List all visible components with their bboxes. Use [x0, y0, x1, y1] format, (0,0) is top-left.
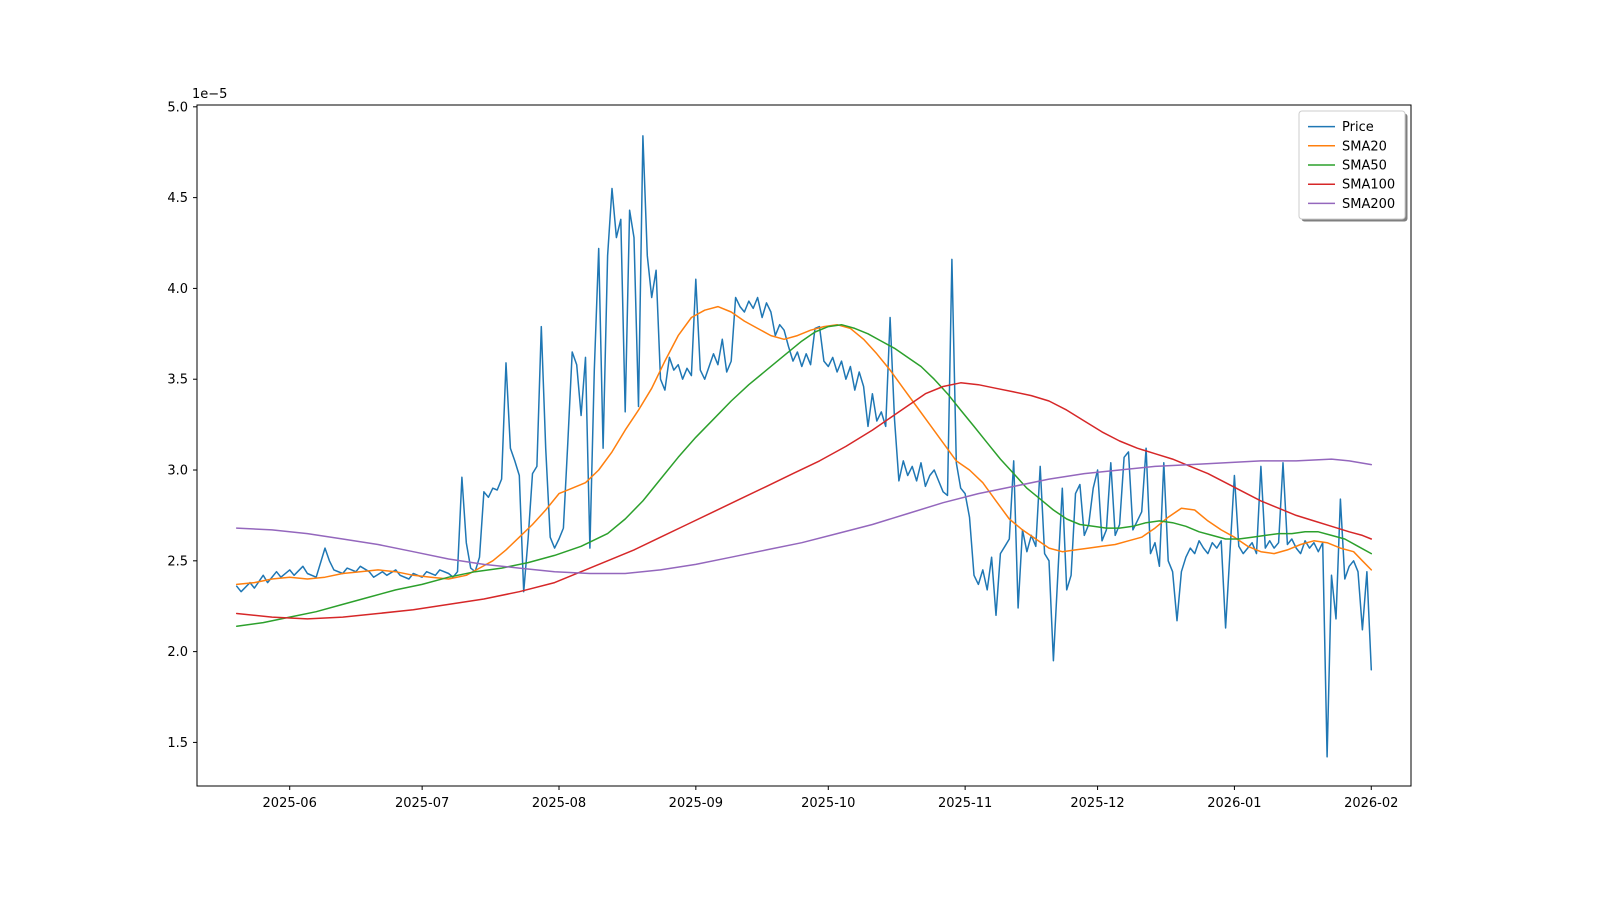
- x-tick-label: 2025-08: [532, 796, 586, 811]
- y-tick-label: 1.5: [167, 736, 188, 751]
- legend-label-sma100: SMA100: [1342, 178, 1395, 193]
- y-axis-offset-text: 1e−5: [192, 87, 227, 102]
- y-axis: 1.5 2.0 2.5 3.0 3.5 4.0 4.5 5.0: [167, 100, 197, 751]
- x-tick-label: 2025-09: [669, 796, 723, 811]
- x-tick-label: 2025-12: [1070, 796, 1124, 811]
- y-tick-label: 4.5: [167, 191, 188, 206]
- sma50-line: [235, 323, 1373, 627]
- y-tick-label: 2.5: [167, 554, 188, 569]
- legend-label-sma20: SMA20: [1342, 139, 1387, 154]
- y-tick-label: 3.5: [167, 373, 188, 388]
- y-tick-label: 2.0: [167, 645, 188, 660]
- legend-label-sma50: SMA50: [1342, 159, 1387, 174]
- sma200-line: [235, 458, 1373, 575]
- y-tick-label: 5.0: [167, 100, 188, 115]
- price-line: [235, 135, 1373, 758]
- x-tick-label: 2025-10: [801, 796, 855, 811]
- legend: Price SMA20 SMA50 SMA100 SMA200: [1298, 110, 1408, 222]
- y-tick-label: 3.0: [167, 464, 188, 479]
- legend-label-sma200: SMA200: [1342, 197, 1395, 212]
- x-tick-label: 2025-11: [938, 796, 992, 811]
- y-tick-label: 4.0: [167, 282, 188, 297]
- x-axis: 2025-06 2025-07 2025-08 2025-09 2025-10 2025-…: [263, 786, 1398, 811]
- x-tick-label: 2025-06: [263, 796, 317, 811]
- legend-label-price: Price: [1342, 120, 1374, 135]
- x-tick-label: 2026-01: [1207, 796, 1261, 811]
- legend-box: [1298, 110, 1406, 220]
- axes-frame: [196, 104, 1412, 787]
- x-tick-label: 2026-02: [1344, 796, 1398, 811]
- sma100-line: [235, 382, 1373, 620]
- x-tick-label: 2025-07: [395, 796, 449, 811]
